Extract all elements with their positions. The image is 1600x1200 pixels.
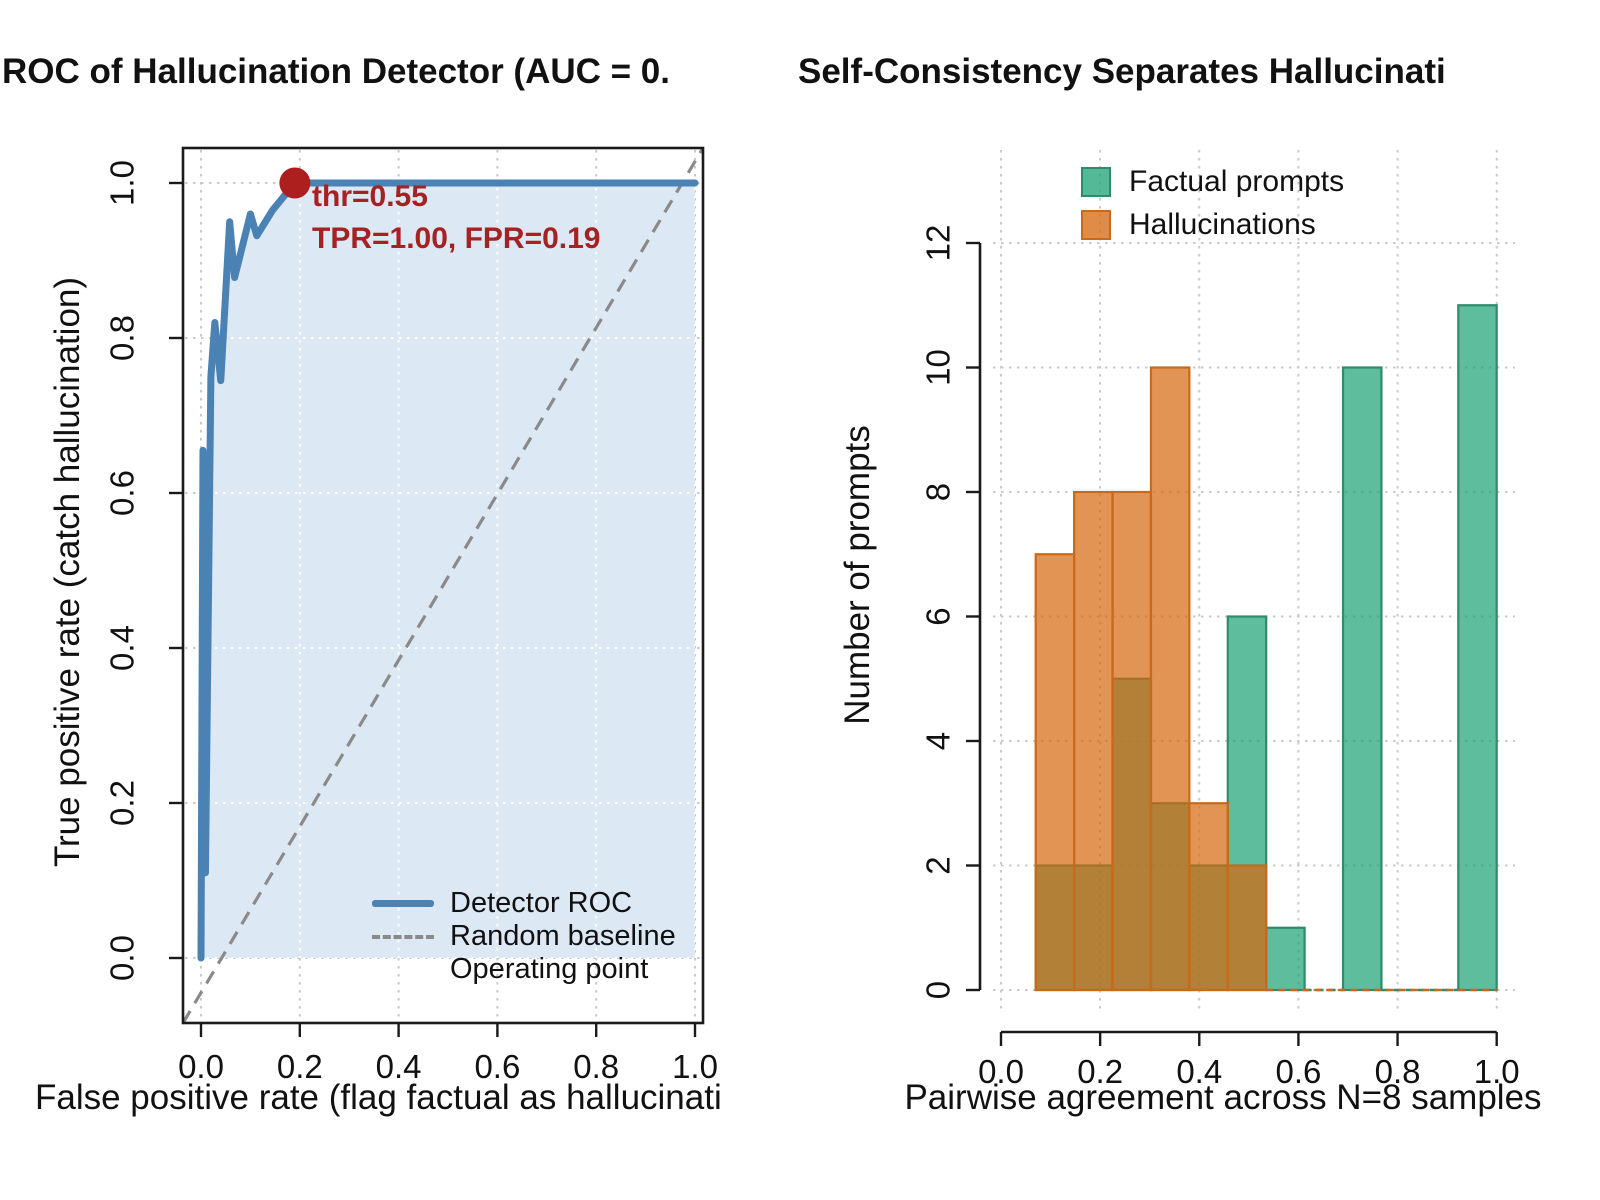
hist-bar-hallucination	[1111, 490, 1153, 992]
hist-bar-hallucination	[1073, 490, 1114, 992]
tick-label: 0.6	[1275, 1053, 1321, 1090]
tick-label: 1.0	[672, 1048, 718, 1085]
tick-label: 1.0	[104, 160, 141, 206]
tick-label: 0.8	[573, 1048, 619, 1085]
annotation-line-threshold: thr=0.55	[312, 180, 428, 213]
tick-label: 2	[920, 856, 957, 874]
tick-label: 0.6	[474, 1048, 520, 1085]
hist-bar-hallucination	[1149, 366, 1191, 992]
legend-label-hallucinations: Hallucinations	[1129, 207, 1316, 241]
tick-label: 0.8	[104, 315, 141, 361]
roc-fill-area	[201, 183, 695, 958]
legend-label-detector-roc: Detector ROC	[450, 887, 633, 919]
operating-point-marker	[279, 167, 311, 199]
legend-label-operating-point: Operating point	[450, 953, 649, 985]
dashed-line-sample-icon	[372, 934, 434, 939]
tick-label: 10	[920, 349, 957, 386]
legend-row-random-baseline: Random baseline	[372, 920, 676, 953]
hist-bar-hallucination	[1034, 553, 1076, 992]
legend-label-factual: Factual prompts	[1129, 164, 1345, 198]
tick-label: 12	[920, 225, 957, 262]
left-yaxis-label: True positive rate (catch hallucination)	[48, 276, 87, 868]
right-plot-title: Self-Consistency Separates Hallucinati	[798, 52, 1446, 91]
tick-label: 0.2	[1077, 1053, 1123, 1090]
legend-label-random-baseline: Random baseline	[450, 920, 676, 952]
tick-label: 0.0	[178, 1048, 224, 1085]
tick-label: 0.2	[277, 1048, 323, 1085]
hist-bar-factual	[1265, 926, 1306, 992]
hallucination-swatch-icon	[1081, 209, 1111, 240]
legend-row-operating-point: Operating point	[372, 953, 676, 986]
hist-bar-factual	[1457, 304, 1498, 992]
tick-label: 1.0	[1474, 1053, 1520, 1090]
roc-curve	[197, 179, 699, 962]
tick-label: 0.4	[104, 625, 141, 671]
right-title-clip: Self-Consistency Separates Hallucinati	[793, 52, 1600, 104]
tick-label: 0	[920, 981, 957, 999]
legend-row-detector-roc: Detector ROC	[372, 887, 676, 920]
hist-bar-factual	[1341, 366, 1383, 992]
annotation-line-tpr-fpr: TPR=1.00, FPR=0.19	[312, 222, 601, 255]
tick-label: 6	[920, 607, 957, 625]
operating-point-annotation: thr=0.55 TPR=1.00, FPR=0.19	[312, 176, 601, 260]
tick-label: 0.2	[104, 780, 141, 826]
random-baseline-line	[181, 147, 705, 1024]
tick-label: 4	[920, 732, 957, 750]
left-xaxis-label: False positive rate (flag factual as hal…	[35, 1078, 722, 1117]
legend-row-hallucinations: Hallucinations	[1081, 203, 1344, 246]
tick-label: 0.4	[1176, 1053, 1222, 1090]
right-yaxis-label: Number of prompts	[838, 425, 877, 725]
tick-label: 0.8	[1375, 1053, 1421, 1090]
hist-bar-hallucination	[1226, 864, 1268, 992]
factual-swatch-icon	[1081, 166, 1111, 197]
roc-line-sample-icon	[372, 900, 434, 907]
left-xlabel-clip: False positive rate (flag factual as hal…	[0, 1078, 792, 1128]
legend-row-factual: Factual prompts	[1081, 160, 1344, 203]
left-plot-frame	[181, 146, 705, 1025]
left-title-clip: ROC of Hallucination Detector (AUC = 0.	[0, 52, 792, 104]
right-legend: Factual prompts Hallucinations	[1081, 160, 1344, 246]
tick-label: 0.6	[104, 470, 141, 516]
tick-label: 0.4	[376, 1048, 422, 1085]
tick-label: 0.0	[978, 1053, 1024, 1090]
left-plot-title: ROC of Hallucination Detector (AUC = 0.	[2, 52, 670, 91]
tick-label: 0.0	[104, 935, 141, 981]
right-xaxis-label: Pairwise agreement across N=8 samples	[904, 1078, 1542, 1117]
tick-label: 8	[920, 483, 957, 501]
left-legend: Detector ROC Random baseline Operating p…	[372, 887, 676, 986]
hist-bar-hallucination	[1188, 802, 1229, 992]
